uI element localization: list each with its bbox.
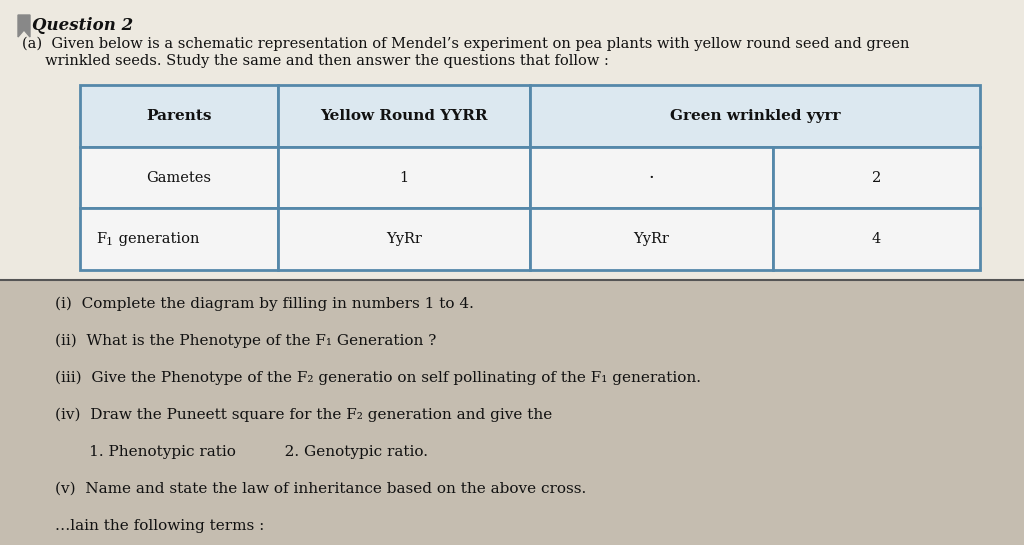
Bar (773, 147, 980, 208)
Bar (530, 147, 773, 208)
Text: 1. Phenotypic ratio          2. Genotypic ratio.: 1. Phenotypic ratio 2. Genotypic ratio. (55, 445, 428, 459)
Text: F: F (96, 232, 106, 246)
Text: (a)  Given below is a schematic representation of Mendel’s experiment on pea pla: (a) Given below is a schematic represent… (22, 37, 909, 51)
Text: (iv)  Draw the Puneett square for the F₂ generation and give the: (iv) Draw the Puneett square for the F₂ … (55, 408, 552, 422)
Text: Parents: Parents (146, 109, 212, 123)
Bar (278, 147, 530, 208)
Bar (278, 85, 530, 147)
Bar (530, 208, 773, 270)
Text: Green wrinkled yyrr: Green wrinkled yyrr (670, 109, 841, 123)
Text: (ii)  What is the Phenotype of the F₁ Generation ?: (ii) What is the Phenotype of the F₁ Gen… (55, 334, 436, 348)
Text: generation: generation (114, 232, 200, 246)
Bar (0, 280, 1024, 545)
Text: Yellow Round YYRR: Yellow Round YYRR (321, 109, 487, 123)
Text: ·: · (648, 168, 654, 186)
Bar (80, 147, 278, 208)
Polygon shape (18, 15, 30, 37)
Bar (80, 85, 278, 147)
Text: 2: 2 (871, 171, 881, 185)
Text: YyRr: YyRr (386, 232, 422, 246)
Text: (v)  Name and state the law of inheritance based on the above cross.: (v) Name and state the law of inheritanc… (55, 482, 587, 496)
Bar (773, 208, 980, 270)
Text: (iii)  Give the Phenotype of the F₂ generatio on self pollinating of the F₁ gene: (iii) Give the Phenotype of the F₂ gener… (55, 371, 701, 385)
Text: 1: 1 (399, 171, 409, 185)
Text: wrinkled seeds. Study the same and then answer the questions that follow :: wrinkled seeds. Study the same and then … (22, 54, 609, 68)
Text: YyRr: YyRr (634, 232, 670, 246)
Text: Gametes: Gametes (146, 171, 212, 185)
Text: 1: 1 (106, 237, 113, 247)
Bar (278, 208, 530, 270)
Text: 4: 4 (871, 232, 881, 246)
Bar (80, 208, 278, 270)
Text: …lain the following terms :: …lain the following terms : (55, 519, 264, 533)
Bar (530, 85, 980, 147)
Text: (i)  Complete the diagram by filling in numbers 1 to 4.: (i) Complete the diagram by filling in n… (55, 297, 474, 311)
Text: Question 2: Question 2 (32, 17, 133, 34)
Bar (0, 0, 1024, 280)
